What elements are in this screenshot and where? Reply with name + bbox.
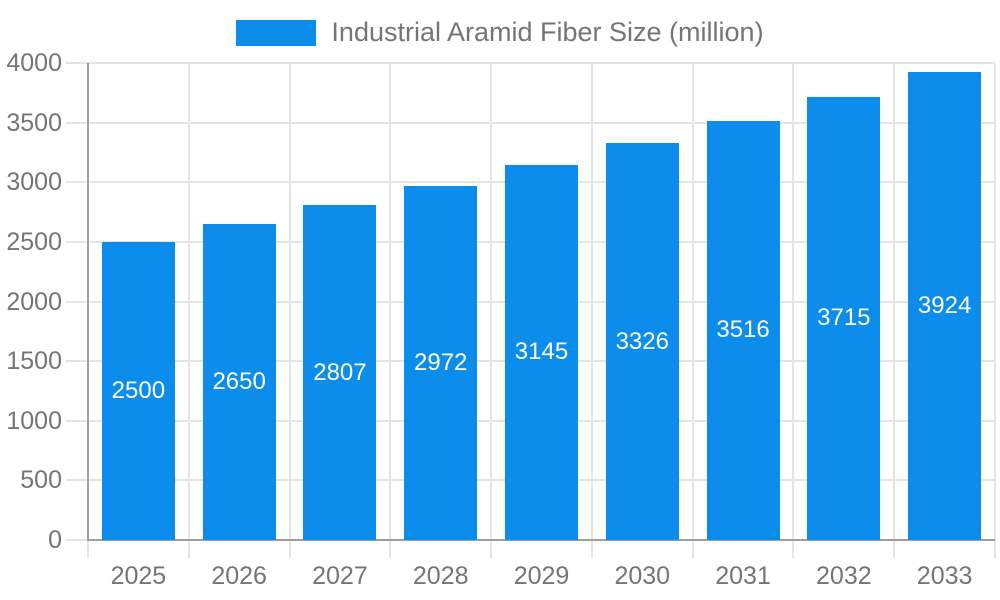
y-axis-tick-label: 2500 [6, 227, 62, 256]
bar [807, 96, 881, 540]
y-gridline [66, 121, 995, 124]
y-axis-tick-label: 500 [20, 466, 62, 495]
x-gridline [389, 63, 392, 558]
bar-value-label: 2500 [111, 376, 166, 404]
bar-value-label: 2650 [212, 367, 266, 395]
x-axis-tick-label: 2033 [916, 562, 973, 590]
x-gridline [893, 63, 896, 558]
y-gridline [66, 62, 995, 64]
x-gridline [490, 63, 493, 558]
x-gridline [994, 63, 996, 558]
y-axis-tick-label: 1500 [6, 347, 62, 376]
x-axis-tick-label: 2029 [513, 562, 570, 590]
y-axis-tick-label: 2000 [6, 287, 62, 316]
bar-value-label: 3145 [514, 338, 569, 366]
x-axis-tick-label: 2032 [816, 562, 872, 590]
bar [404, 185, 478, 540]
bar [908, 72, 982, 540]
y-axis-tick-label: 0 [48, 526, 62, 554]
bar [303, 205, 377, 540]
x-gridline [691, 63, 694, 558]
bar-value-label: 3516 [716, 316, 770, 344]
bar-value-label: 2972 [414, 348, 468, 376]
x-gridline [187, 63, 190, 558]
y-axis-tick-label: 3500 [6, 108, 62, 137]
x-axis-tick-label: 2025 [110, 562, 167, 590]
bar-value-label: 3326 [615, 327, 669, 355]
y-axis-tick-label: 4000 [6, 49, 62, 77]
x-axis-line [87, 539, 995, 541]
bar [202, 223, 276, 540]
x-axis-tick-label: 2026 [211, 562, 267, 590]
chart-legend: Industrial Aramid Fiber Size (million) [0, 17, 1000, 48]
bar [605, 143, 679, 540]
bar-value-label: 2807 [313, 358, 367, 386]
bar-value-label: 3715 [817, 304, 871, 332]
x-axis-tick-label: 2028 [412, 562, 469, 590]
y-axis-line [87, 63, 89, 540]
y-axis-tick-label: 1000 [6, 406, 62, 435]
bar-value-label: 3924 [917, 292, 972, 320]
x-gridline [288, 63, 291, 558]
y-axis-tick-label: 3000 [6, 168, 62, 197]
bar [505, 164, 578, 540]
x-axis-tick-label: 2027 [312, 562, 368, 590]
x-gridline [792, 63, 795, 558]
legend-label: Industrial Aramid Fiber Size (million) [331, 17, 764, 47]
bar [101, 241, 175, 540]
x-axis-tick-label: 2030 [614, 562, 671, 590]
bar [706, 120, 780, 540]
legend-swatch [236, 19, 317, 46]
x-gridline [590, 63, 593, 558]
x-axis-tick-label: 2031 [715, 562, 771, 590]
